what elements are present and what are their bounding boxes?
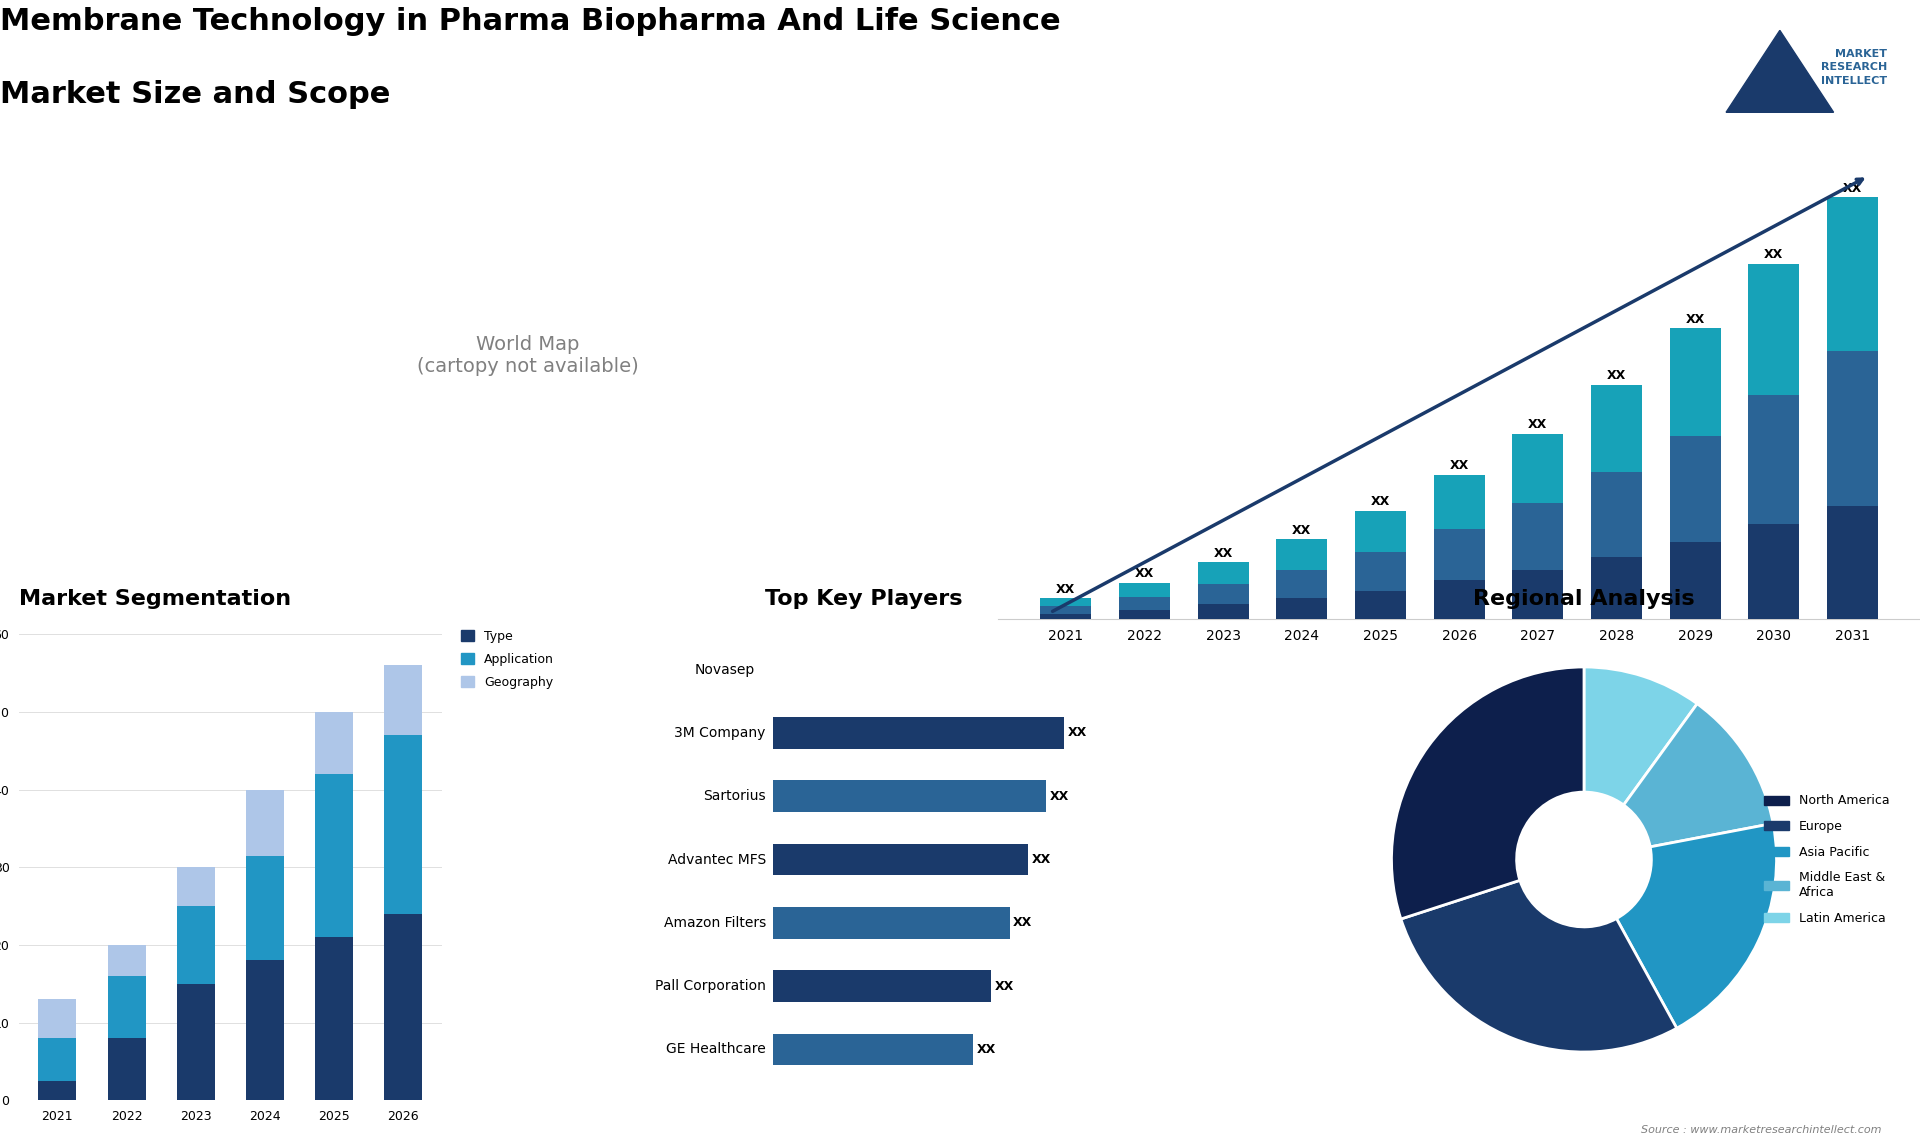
Bar xyxy=(774,717,1064,748)
Text: XX: XX xyxy=(1135,567,1154,580)
Bar xyxy=(1041,606,1091,614)
Wedge shape xyxy=(1624,704,1772,847)
Wedge shape xyxy=(1402,880,1676,1052)
Text: XX: XX xyxy=(1528,418,1548,431)
Bar xyxy=(774,1034,973,1066)
Bar xyxy=(384,736,422,913)
Bar xyxy=(1277,539,1327,570)
Bar xyxy=(1119,597,1169,610)
Bar xyxy=(774,780,1046,813)
Polygon shape xyxy=(1726,31,1834,112)
Text: XX: XX xyxy=(1450,460,1469,472)
Bar xyxy=(108,1038,146,1100)
Bar xyxy=(1277,598,1327,619)
Text: Pall Corporation: Pall Corporation xyxy=(655,979,766,994)
Bar xyxy=(315,712,353,774)
Bar xyxy=(1513,433,1563,503)
Bar xyxy=(1749,264,1799,395)
Bar xyxy=(1513,570,1563,619)
Bar xyxy=(1749,524,1799,619)
Text: XX: XX xyxy=(1607,369,1626,383)
Bar xyxy=(1434,528,1484,580)
Title: Top Key Players: Top Key Players xyxy=(766,589,962,609)
Bar xyxy=(315,774,353,937)
Text: Amazon Filters: Amazon Filters xyxy=(664,916,766,929)
Bar xyxy=(1356,552,1405,590)
Bar xyxy=(1670,437,1720,542)
Bar xyxy=(1828,197,1878,352)
Wedge shape xyxy=(1392,667,1584,919)
Circle shape xyxy=(1517,792,1651,927)
Bar xyxy=(1041,598,1091,606)
Bar xyxy=(1356,511,1405,552)
Bar xyxy=(384,666,422,736)
Bar xyxy=(177,906,215,983)
Bar xyxy=(1119,610,1169,619)
Wedge shape xyxy=(1584,667,1697,804)
Text: Advantec MFS: Advantec MFS xyxy=(668,853,766,866)
Text: 3M Company: 3M Company xyxy=(674,725,766,740)
Bar xyxy=(1592,472,1642,557)
Bar xyxy=(1434,474,1484,528)
Bar xyxy=(246,960,284,1100)
Bar xyxy=(38,999,77,1038)
Bar xyxy=(1277,570,1327,598)
Wedge shape xyxy=(1617,824,1776,1028)
Bar xyxy=(1749,395,1799,524)
Bar xyxy=(177,868,215,906)
Text: XX: XX xyxy=(1031,853,1050,866)
Text: XX: XX xyxy=(1292,524,1311,536)
Text: Sartorius: Sartorius xyxy=(703,790,766,803)
Text: XX: XX xyxy=(1213,547,1233,559)
Bar xyxy=(774,971,991,1002)
Bar xyxy=(1198,563,1248,583)
Bar xyxy=(38,1081,77,1100)
Text: Novasep: Novasep xyxy=(695,662,755,676)
Bar xyxy=(1592,385,1642,472)
Bar xyxy=(108,945,146,976)
Text: GE Healthcare: GE Healthcare xyxy=(666,1043,766,1057)
Text: XX: XX xyxy=(995,980,1014,992)
Bar xyxy=(1198,583,1248,604)
Text: MARKET
RESEARCH
INTELLECT: MARKET RESEARCH INTELLECT xyxy=(1820,49,1887,86)
Text: XX: XX xyxy=(1014,917,1033,929)
Text: XX: XX xyxy=(1050,790,1069,802)
Bar xyxy=(108,976,146,1038)
Title: Regional Analysis: Regional Analysis xyxy=(1473,589,1695,609)
Bar xyxy=(774,906,1010,939)
Bar xyxy=(177,983,215,1100)
Text: World Map
(cartopy not available): World Map (cartopy not available) xyxy=(417,335,639,376)
Text: XX: XX xyxy=(1068,727,1087,739)
Text: XX: XX xyxy=(1764,249,1784,261)
Bar xyxy=(1670,542,1720,619)
Bar xyxy=(1828,505,1878,619)
Text: Source : www.marketresearchintellect.com: Source : www.marketresearchintellect.com xyxy=(1642,1124,1882,1135)
Bar xyxy=(384,913,422,1100)
Text: XX: XX xyxy=(1371,495,1390,509)
Bar xyxy=(1119,583,1169,597)
Text: Market Size and Scope: Market Size and Scope xyxy=(0,80,390,109)
Bar xyxy=(1041,614,1091,619)
Bar xyxy=(246,790,284,856)
Bar xyxy=(1592,557,1642,619)
Legend: North America, Europe, Asia Pacific, Middle East &
Africa, Latin America: North America, Europe, Asia Pacific, Mid… xyxy=(1759,790,1895,929)
Bar xyxy=(774,843,1027,876)
Bar xyxy=(246,856,284,960)
Text: XX: XX xyxy=(977,1043,996,1055)
Text: XX: XX xyxy=(1056,582,1075,596)
Bar xyxy=(1828,352,1878,505)
Text: Membrane Technology in Pharma Biopharma And Life Science: Membrane Technology in Pharma Biopharma … xyxy=(0,7,1060,36)
Text: XX: XX xyxy=(1686,313,1705,325)
Bar xyxy=(1670,328,1720,437)
Bar xyxy=(1434,580,1484,619)
Text: Market Segmentation: Market Segmentation xyxy=(19,589,292,609)
Bar xyxy=(1513,503,1563,570)
Bar xyxy=(1198,604,1248,619)
Bar xyxy=(1356,590,1405,619)
Bar xyxy=(38,1038,77,1081)
Bar xyxy=(315,937,353,1100)
Text: XX: XX xyxy=(1843,181,1862,195)
Legend: Type, Application, Geography: Type, Application, Geography xyxy=(457,625,559,694)
